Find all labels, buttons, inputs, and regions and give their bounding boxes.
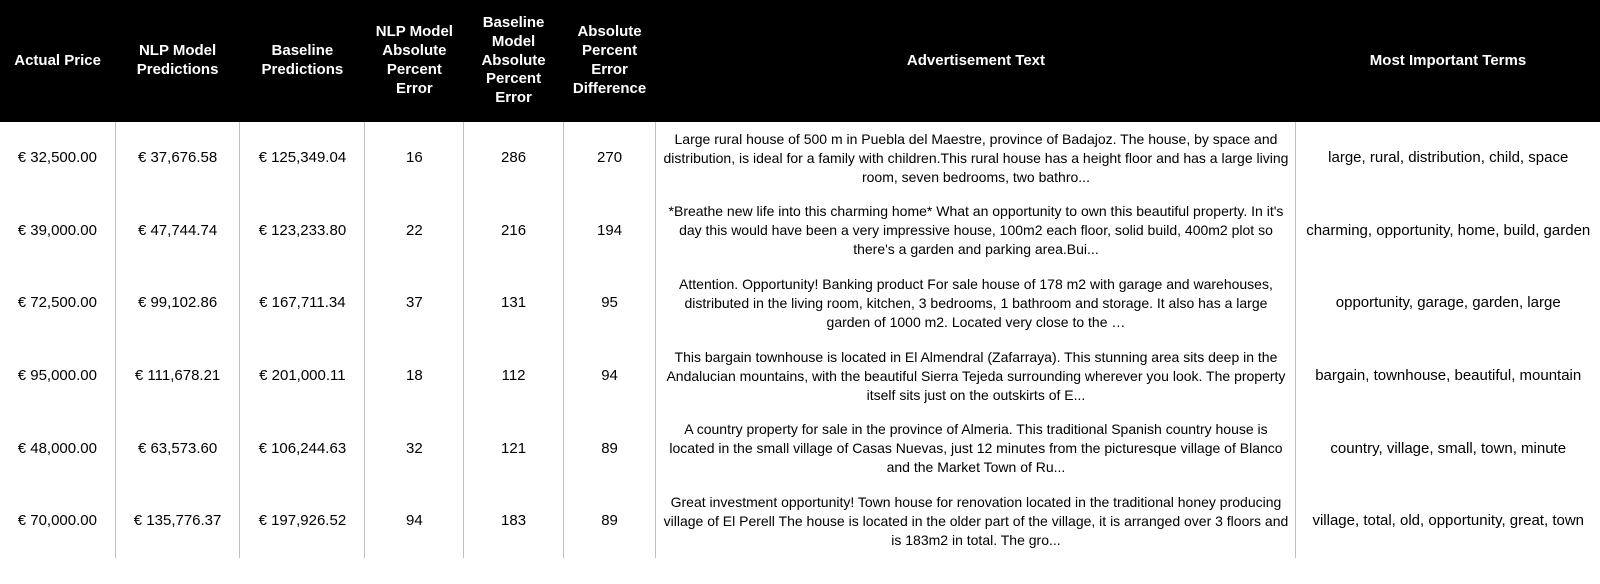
cell-actual: € 95,000.00: [0, 340, 115, 413]
cell-base: € 197,926.52: [240, 485, 365, 558]
cell-base-ape: 121: [464, 412, 563, 485]
cell-base-ape: 183: [464, 485, 563, 558]
cell-base-ape: 131: [464, 267, 563, 340]
cell-nlp-ape: 16: [365, 122, 464, 195]
cell-diff: 95: [563, 267, 656, 340]
cell-nlp-ape: 37: [365, 267, 464, 340]
cell-nlp-ape: 94: [365, 485, 464, 558]
cell-nlp-ape: 18: [365, 340, 464, 413]
cell-nlp: € 99,102.86: [115, 267, 240, 340]
cell-terms: large, rural, distribution, child, space: [1296, 122, 1600, 195]
cell-diff: 94: [563, 340, 656, 413]
cell-nlp-ape: 22: [365, 194, 464, 267]
cell-terms: bargain, townhouse, beautiful, mountain: [1296, 340, 1600, 413]
table-row: € 39,000.00 € 47,744.74 € 123,233.80 22 …: [0, 194, 1600, 267]
cell-base: € 167,711.34: [240, 267, 365, 340]
cell-base: € 123,233.80: [240, 194, 365, 267]
cell-base-ape: 112: [464, 340, 563, 413]
col-header-nlp: NLP Model Predictions: [115, 0, 240, 122]
cell-ad: Large rural house of 500 m in Puebla del…: [656, 122, 1296, 195]
cell-ad: Great investment opportunity! Town house…: [656, 485, 1296, 558]
cell-nlp: € 37,676.58: [115, 122, 240, 195]
cell-base-ape: 216: [464, 194, 563, 267]
table-row: € 70,000.00 € 135,776.37 € 197,926.52 94…: [0, 485, 1600, 558]
cell-terms: village, total, old, opportunity, great,…: [1296, 485, 1600, 558]
cell-base: € 106,244.63: [240, 412, 365, 485]
col-header-nlp-ape: NLP Model Absolute Percent Error: [365, 0, 464, 122]
table-row: € 32,500.00 € 37,676.58 € 125,349.04 16 …: [0, 122, 1600, 195]
cell-nlp: € 135,776.37: [115, 485, 240, 558]
cell-ad: This bargain townhouse is located in El …: [656, 340, 1296, 413]
cell-terms: country, village, small, town, minute: [1296, 412, 1600, 485]
table-body: € 32,500.00 € 37,676.58 € 125,349.04 16 …: [0, 122, 1600, 558]
cell-terms: opportunity, garage, garden, large: [1296, 267, 1600, 340]
cell-diff: 270: [563, 122, 656, 195]
cell-nlp: € 63,573.60: [115, 412, 240, 485]
cell-base-ape: 286: [464, 122, 563, 195]
table-row: € 95,000.00 € 111,678.21 € 201,000.11 18…: [0, 340, 1600, 413]
cell-nlp: € 47,744.74: [115, 194, 240, 267]
col-header-ad: Advertisement Text: [656, 0, 1296, 122]
cell-ad: A country property for sale in the provi…: [656, 412, 1296, 485]
table-header-row: Actual Price NLP Model Predictions Basel…: [0, 0, 1600, 122]
cell-nlp-ape: 32: [365, 412, 464, 485]
cell-diff: 194: [563, 194, 656, 267]
cell-actual: € 32,500.00: [0, 122, 115, 195]
cell-ad: Attention. Opportunity! Banking product …: [656, 267, 1296, 340]
col-header-base-ape: Baseline Model Absolute Percent Error: [464, 0, 563, 122]
cell-diff: 89: [563, 485, 656, 558]
col-header-terms: Most Important Terms: [1296, 0, 1600, 122]
col-header-diff: Absolute Percent Error Difference: [563, 0, 656, 122]
cell-actual: € 48,000.00: [0, 412, 115, 485]
cell-diff: 89: [563, 412, 656, 485]
cell-ad: *Breathe new life into this charming hom…: [656, 194, 1296, 267]
cell-base: € 201,000.11: [240, 340, 365, 413]
col-header-base: Baseline Predictions: [240, 0, 365, 122]
cell-actual: € 70,000.00: [0, 485, 115, 558]
predictions-table: Actual Price NLP Model Predictions Basel…: [0, 0, 1600, 558]
cell-base: € 125,349.04: [240, 122, 365, 195]
col-header-actual: Actual Price: [0, 0, 115, 122]
cell-actual: € 39,000.00: [0, 194, 115, 267]
cell-actual: € 72,500.00: [0, 267, 115, 340]
table-row: € 72,500.00 € 99,102.86 € 167,711.34 37 …: [0, 267, 1600, 340]
cell-nlp: € 111,678.21: [115, 340, 240, 413]
table-row: € 48,000.00 € 63,573.60 € 106,244.63 32 …: [0, 412, 1600, 485]
cell-terms: charming, opportunity, home, build, gard…: [1296, 194, 1600, 267]
